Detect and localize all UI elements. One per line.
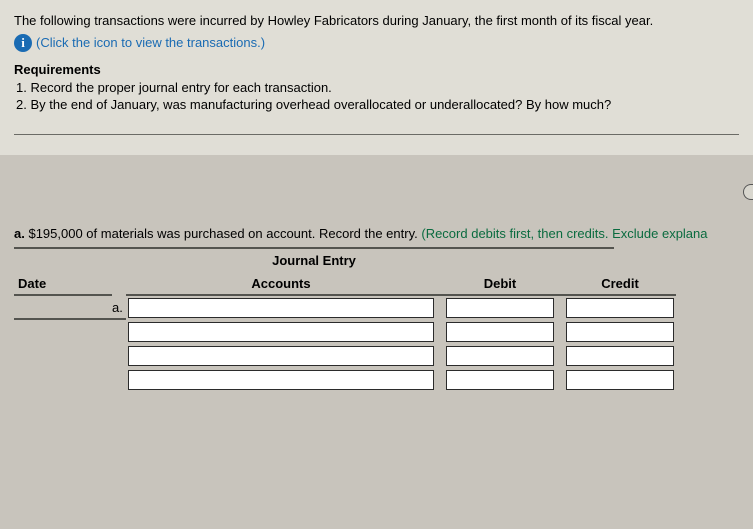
input-accounts-4[interactable]: [128, 370, 434, 390]
gap: [112, 344, 126, 368]
part-a-instruction: (Record debits first, then credits. Excl…: [421, 226, 707, 241]
gap: [556, 344, 564, 368]
cell-accounts-3: [126, 344, 436, 368]
gap: [556, 272, 564, 296]
part-a-text: $195,000 of materials was purchased on a…: [28, 226, 421, 241]
cell-credit-3: [564, 344, 676, 368]
cell-debit-2: [444, 320, 556, 344]
input-debit-2[interactable]: [446, 322, 554, 342]
row-label-a: [14, 296, 112, 320]
date-empty: [14, 344, 112, 368]
view-transactions-link[interactable]: (Click the icon to view the transactions…: [36, 35, 265, 50]
gap: [436, 296, 444, 320]
input-credit-3[interactable]: [566, 346, 674, 366]
part-a-prefix: a.: [14, 226, 28, 241]
gap: [556, 368, 564, 392]
cell-accounts-4: [126, 368, 436, 392]
cell-debit-3: [444, 344, 556, 368]
divider-2: [14, 247, 614, 249]
requirement-2: 2. By the end of January, was manufactur…: [16, 96, 739, 114]
part-a-prompt: a. $195,000 of materials was purchased o…: [14, 226, 739, 241]
info-icon[interactable]: i: [14, 34, 32, 52]
header-debit: Debit: [444, 272, 556, 296]
input-accounts-2[interactable]: [128, 322, 434, 342]
cell-credit-4: [564, 368, 676, 392]
gap: [556, 320, 564, 344]
cell-credit-2: [564, 320, 676, 344]
requirements-block: Requirements 1. Record the proper journa…: [14, 62, 739, 114]
cell-debit-4: [444, 368, 556, 392]
requirements-title: Requirements: [14, 62, 739, 77]
gap: [112, 272, 126, 296]
input-credit-1[interactable]: [566, 298, 674, 318]
header-accounts: Accounts: [126, 272, 436, 296]
input-debit-4[interactable]: [446, 370, 554, 390]
input-accounts-1[interactable]: [128, 298, 434, 318]
cell-accounts-1: [126, 296, 436, 320]
header-credit: Credit: [564, 272, 676, 296]
info-row: i (Click the icon to view the transactio…: [14, 34, 739, 52]
row-label-a-text: a.: [112, 296, 126, 320]
gap: [112, 368, 126, 392]
part-a-section: a. $195,000 of materials was purchased o…: [0, 226, 753, 392]
divider-1: [14, 134, 739, 135]
gap: [436, 344, 444, 368]
input-credit-4[interactable]: [566, 370, 674, 390]
cell-credit-1: [564, 296, 676, 320]
gap: [436, 320, 444, 344]
side-handle[interactable]: [743, 184, 753, 200]
gap: [112, 320, 126, 344]
journal-entry-title: Journal Entry: [14, 253, 614, 268]
gap: [436, 368, 444, 392]
header-date: Date: [14, 272, 112, 296]
intro-text: The following transactions were incurred…: [14, 12, 739, 30]
question-panel: The following transactions were incurred…: [0, 0, 753, 155]
input-debit-3[interactable]: [446, 346, 554, 366]
cell-debit-1: [444, 296, 556, 320]
input-accounts-3[interactable]: [128, 346, 434, 366]
requirement-1: 1. Record the proper journal entry for e…: [16, 79, 739, 97]
input-debit-1[interactable]: [446, 298, 554, 318]
gap: [436, 272, 444, 296]
date-empty: [14, 320, 112, 344]
input-credit-2[interactable]: [566, 322, 674, 342]
gap: [556, 296, 564, 320]
date-empty: [14, 368, 112, 392]
journal-entry-table: Date Accounts Debit Credit a.: [14, 272, 676, 392]
cell-accounts-2: [126, 320, 436, 344]
